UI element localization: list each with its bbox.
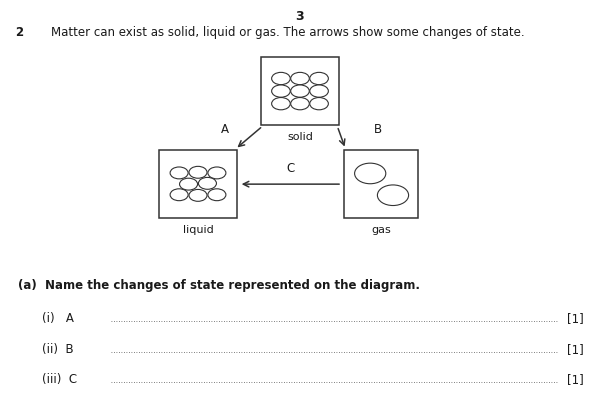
Circle shape: [189, 189, 207, 201]
Circle shape: [355, 163, 386, 184]
Circle shape: [208, 167, 226, 179]
Circle shape: [272, 97, 290, 110]
Text: gas: gas: [371, 225, 391, 235]
Circle shape: [272, 72, 290, 85]
Text: solid: solid: [287, 132, 313, 142]
Bar: [261, 57, 339, 125]
Circle shape: [170, 167, 188, 179]
Text: [1]: [1]: [567, 312, 584, 325]
Circle shape: [290, 72, 310, 85]
Text: [1]: [1]: [567, 343, 584, 356]
Circle shape: [199, 177, 217, 189]
Circle shape: [290, 85, 310, 97]
Text: C: C: [286, 162, 295, 175]
Circle shape: [189, 166, 207, 178]
Circle shape: [170, 189, 188, 201]
Text: liquid: liquid: [182, 225, 214, 235]
Text: (a)  Name the changes of state represented on the diagram.: (a) Name the changes of state represente…: [18, 279, 420, 292]
Text: [1]: [1]: [567, 373, 584, 386]
Circle shape: [310, 97, 328, 110]
Circle shape: [377, 185, 409, 206]
Text: (iii)  C: (iii) C: [42, 373, 77, 386]
Circle shape: [290, 97, 310, 110]
Text: 3: 3: [296, 10, 304, 23]
Circle shape: [310, 72, 328, 85]
Text: (i)   A: (i) A: [42, 312, 74, 325]
Bar: [159, 150, 237, 218]
Text: (ii)  B: (ii) B: [42, 343, 74, 356]
Circle shape: [272, 85, 290, 97]
Text: B: B: [374, 123, 382, 136]
Circle shape: [179, 178, 197, 190]
Text: A: A: [221, 123, 229, 136]
Circle shape: [208, 189, 226, 201]
Bar: [344, 150, 418, 218]
Text: 2: 2: [15, 26, 23, 39]
Circle shape: [310, 85, 328, 97]
Text: Matter can exist as solid, liquid or gas. The arrows show some changes of state.: Matter can exist as solid, liquid or gas…: [51, 26, 524, 39]
